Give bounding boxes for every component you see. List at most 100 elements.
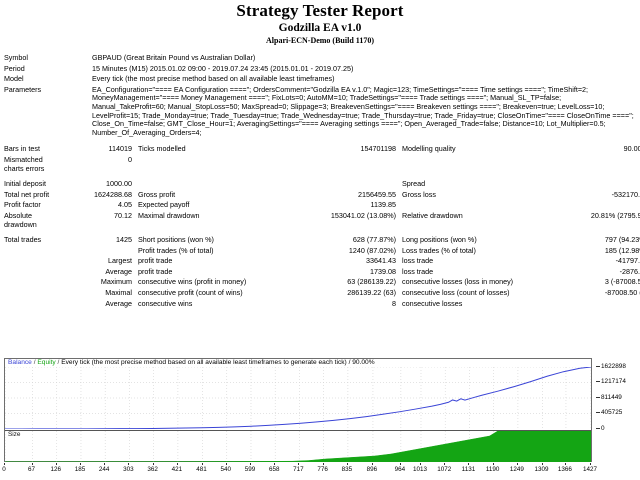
expected-payoff-value: 1139.85 — [370, 200, 396, 210]
largest-profit-trade-label: profit trade — [138, 256, 173, 266]
max-consecutive-wins-value: 63 (286139.22) — [347, 277, 396, 287]
x-axis-tick-label: 964 — [394, 466, 406, 473]
maximal-consecutive-profit-label: consecutive profit (count of wins) — [138, 288, 243, 298]
expert-name: Godzilla EA v1.0 — [278, 22, 362, 34]
largest-label: Largest — [108, 256, 132, 266]
modelling-quality-label: Modelling quality — [402, 144, 456, 154]
average-consecutive-label: Average — [105, 298, 132, 308]
x-axis-tick-mark — [322, 463, 324, 465]
gross-profit-label: Gross profit — [138, 189, 176, 199]
parameters-label: Parameters — [4, 84, 42, 94]
x-axis-tick-label: 717 — [293, 466, 304, 473]
x-axis-tick-label: 1190 — [485, 466, 500, 473]
y-axis-tick-mark — [596, 428, 600, 429]
info-row-symbol: Symbol GBPAUD (Great Britain Pound vs Au… — [4, 53, 636, 64]
size-panel-label: Size — [8, 431, 21, 438]
bars-in-test-label: Bars in test — [4, 144, 40, 154]
absolute-drawdown-label: Absolute drawdown — [4, 210, 37, 229]
x-axis-tick-label: 1072 — [437, 466, 452, 473]
x-axis-tick-mark — [176, 463, 178, 465]
period-label: Period — [4, 63, 25, 73]
empty-cell — [4, 246, 64, 257]
maximal-drawdown-label: Maximal drawdown — [138, 210, 200, 220]
profit-factor-label: Profit factor — [4, 200, 41, 210]
model-label: Model — [4, 74, 24, 84]
stats-row-initial-deposit: Initial deposit 1000.00 Spread 40 — [4, 179, 640, 190]
model-value: Every tick (the most precise method base… — [92, 74, 335, 84]
chart-y-axis: 0 405725 811449 1217174 1622898 — [596, 358, 640, 462]
stats-row-average-consecutive: Average consecutive wins 8 consecutive l… — [4, 299, 640, 310]
x-axis-tick-mark — [564, 463, 566, 465]
max-consecutive-losses-value: 3 (-87008.50) — [604, 277, 640, 287]
x-axis-tick-label: 421 — [171, 466, 183, 473]
x-axis-tick-label: 303 — [123, 466, 134, 473]
y-axis-tick-mark — [596, 366, 600, 367]
x-axis-tick-label: 896 — [366, 466, 378, 473]
y-axis-tick-mark — [596, 381, 600, 383]
chart-legend: Balance / Equity / Every tick (the most … — [8, 359, 375, 367]
empty-cell — [400, 200, 532, 211]
initial-deposit-label: Initial deposit — [4, 179, 46, 189]
maximal-consecutive-profit-value: 286139.22 (63) — [347, 288, 396, 298]
total-net-profit-label: Total net profit — [4, 189, 50, 199]
x-axis-tick-label: 185 — [74, 466, 86, 473]
x-axis-tick-mark — [399, 463, 401, 465]
balance-curve-svg — [5, 367, 591, 429]
report-header: Strategy Tester Report Godzilla EA v1.0 … — [0, 0, 640, 46]
x-axis-tick-mark — [55, 463, 57, 465]
x-axis-tick-mark — [590, 463, 591, 465]
y-axis-tick-label: 1622898 — [601, 362, 626, 370]
empty-cell — [4, 299, 64, 310]
average-loss-trade-value: -2876.60 — [619, 266, 640, 276]
profit-trades-value: 1240 (87.02%) — [348, 245, 396, 255]
average-label: Average — [105, 266, 132, 276]
x-axis-tick-mark — [225, 463, 227, 465]
statistics-table: Bars in test 114019 Ticks modelled 15470… — [4, 144, 640, 309]
mismatched-charts-errors-value: 0 — [128, 154, 132, 164]
x-axis-tick-mark — [541, 463, 543, 465]
x-axis-tick-label: 1309 — [534, 466, 549, 473]
x-axis-tick-mark — [492, 463, 494, 465]
x-axis-tick-mark — [31, 463, 33, 465]
info-row-period: Period 15 Minutes (M15) 2015.01.02 09:00… — [4, 64, 636, 75]
x-axis-tick-label: 126 — [50, 466, 61, 473]
size-panel: Size — [5, 430, 591, 462]
x-axis-tick-mark — [371, 463, 373, 465]
stats-row-profit-factor: Profit factor 4.05 Expected payoff 1139.… — [4, 200, 640, 211]
empty-cell — [4, 267, 64, 278]
y-axis-tick-label: 405725 — [601, 408, 623, 416]
stats-row-mismatched: Mismatched charts errors 0 — [4, 155, 640, 174]
empty-cell — [64, 246, 136, 257]
ticks-modelled-value: 154701198 — [360, 144, 396, 154]
balance-curve-panel — [5, 367, 591, 429]
x-axis-tick-label: 1427 — [582, 466, 598, 473]
maximal-consecutive-loss-value: -87008.50 (3) — [604, 288, 640, 298]
legend-separator: / — [57, 359, 60, 366]
loss-trades-label: Loss trades (% of total) — [402, 245, 476, 255]
short-positions-label: Short positions (won %) — [138, 235, 214, 245]
relative-drawdown-label: Relative drawdown — [402, 210, 463, 220]
spread-value: 40 — [532, 179, 640, 190]
total-trades-value: 1425 — [116, 235, 132, 245]
y-axis-tick-label: 1217174 — [601, 377, 626, 385]
spread-label: Spread — [402, 179, 426, 189]
y-axis-tick-label: 811449 — [601, 393, 622, 401]
x-axis-tick-label: 1249 — [509, 466, 524, 473]
gross-loss-value: -532170.87 — [611, 189, 640, 199]
x-axis-tick-mark — [79, 463, 81, 465]
stats-row-maximal: Maximal consecutive profit (count of win… — [4, 288, 640, 299]
loss-trades-value: 185 (12.98%) — [604, 245, 640, 255]
empty-cell — [532, 155, 640, 174]
largest-loss-trade-label: loss trade — [402, 256, 434, 266]
x-axis-tick-mark — [249, 463, 251, 465]
long-positions-label: Long positions (won %) — [402, 235, 477, 245]
info-table: Symbol GBPAUD (Great Britain Pound vs Au… — [4, 53, 636, 138]
x-axis-tick-mark — [128, 463, 130, 465]
x-axis-tick-label: 658 — [268, 466, 280, 473]
maximal-consecutive-loss-label: consecutive loss (count of losses) — [402, 288, 510, 298]
stats-row-maximum: Maximum consecutive wins (profit in mone… — [4, 277, 640, 288]
stats-row-bars: Bars in test 114019 Ticks modelled 15470… — [4, 144, 640, 155]
max-consecutive-losses-label: consecutive losses (loss in money) — [402, 277, 514, 287]
empty-cell — [4, 277, 64, 288]
